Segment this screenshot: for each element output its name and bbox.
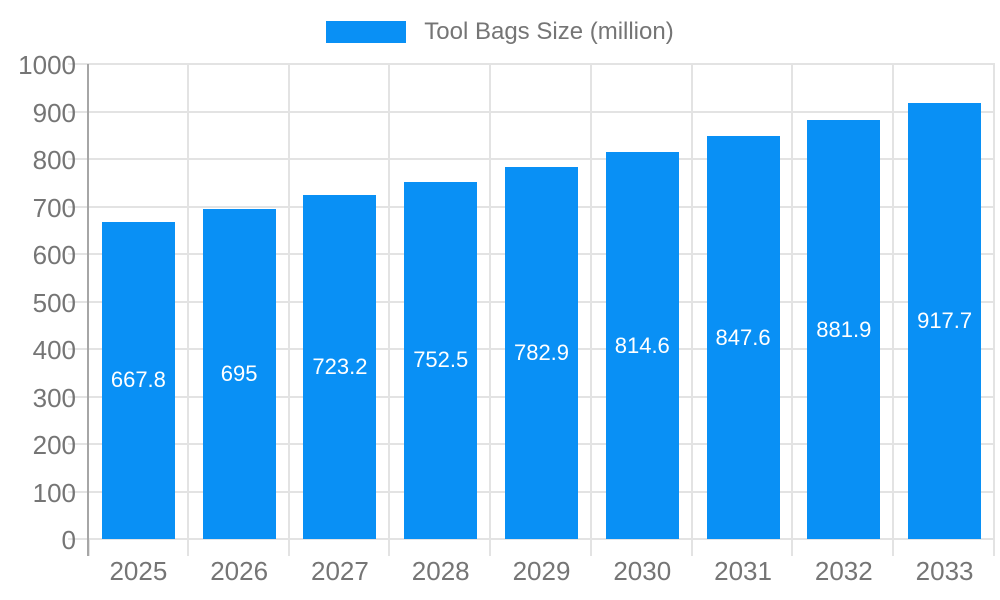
x-gridline (993, 64, 995, 539)
x-axis-tick (589, 539, 592, 556)
y-gridline (68, 63, 995, 65)
y-axis-tick-label: 900 (32, 97, 76, 128)
x-axis-tick (186, 539, 189, 556)
y-axis-line (87, 64, 89, 556)
x-axis-tick-label: 2028 (411, 556, 470, 586)
bar-value-label: 752.5 (413, 347, 469, 373)
x-axis-tick (489, 539, 492, 556)
x-axis-tick (287, 539, 290, 556)
x-gridline (388, 64, 391, 539)
x-axis-tick-label: 2027 (311, 556, 369, 586)
bar-2026: 695 (202, 208, 276, 539)
bar-value-label: 814.6 (614, 332, 670, 358)
y-gridline (68, 110, 995, 113)
x-gridline (589, 64, 592, 539)
x-gridline (690, 64, 693, 539)
x-axis-tick (88, 539, 90, 556)
bar-value-label: 695 (220, 360, 258, 386)
y-axis-tick-label: 500 (32, 287, 76, 318)
bar-2033: 917.7 (908, 103, 982, 539)
x-axis-tick (892, 539, 895, 556)
x-axis-tick-label: 2031 (714, 556, 772, 586)
bar-2030: 814.6 (605, 152, 679, 539)
x-gridline (892, 64, 895, 539)
x-axis-tick-label: 2030 (613, 556, 672, 586)
x-axis-tick (690, 539, 693, 556)
y-axis-tick-label: 1000 (18, 50, 76, 80)
y-axis-tick-label: 100 (32, 477, 76, 508)
bar-value-label: 847.6 (715, 324, 771, 350)
y-gridline (68, 158, 995, 160)
x-axis-tick (791, 539, 794, 556)
y-axis-tick-label: 200 (32, 430, 76, 460)
x-gridline (489, 64, 492, 539)
x-axis-tick-label: 2025 (109, 556, 168, 586)
x-axis-tick-label: 2032 (814, 556, 873, 586)
y-axis-tick-label: 700 (32, 192, 76, 223)
x-axis-tick-label: 2026 (210, 556, 269, 586)
x-axis-tick (388, 539, 391, 556)
y-axis-tick-label: 600 (32, 240, 76, 270)
y-gridline (68, 538, 995, 540)
x-gridline (287, 64, 290, 539)
bar-value-label: 667.8 (110, 367, 166, 393)
x-gridline (791, 64, 794, 539)
bar-value-label: 917.7 (917, 308, 973, 334)
chart-legend: Tool Bags Size (million) (0, 20, 1000, 44)
bar-value-label: 782.9 (513, 340, 570, 366)
y-axis-tick-label: 300 (32, 382, 76, 413)
y-axis-tick-label: 0 (61, 525, 76, 555)
legend-label: Tool Bags Size (million) (424, 18, 674, 45)
bar-2029: 782.9 (505, 167, 578, 539)
y-axis-tick-label: 400 (32, 335, 76, 365)
plot-area: 667.8 695 723.2 752.5 782.9 814.6 847.6 881.9 91… (68, 63, 995, 556)
bar-2032: 881.9 (807, 120, 881, 539)
bar-2028: 752.5 (404, 181, 478, 539)
y-axis-tick-label: 800 (32, 145, 76, 175)
bar-2027: 723.2 (303, 195, 377, 539)
bar-value-label: 881.9 (816, 316, 872, 342)
x-axis-tick (993, 539, 995, 556)
bar-value-label: 723.2 (312, 354, 368, 380)
bar-2025: 667.8 (101, 221, 175, 539)
x-gridline (186, 64, 189, 539)
x-axis-tick-label: 2029 (512, 556, 571, 586)
legend-swatch-icon (326, 21, 407, 43)
x-axis-tick-label: 2033 (915, 556, 974, 586)
bar-2031: 847.6 (706, 136, 780, 539)
